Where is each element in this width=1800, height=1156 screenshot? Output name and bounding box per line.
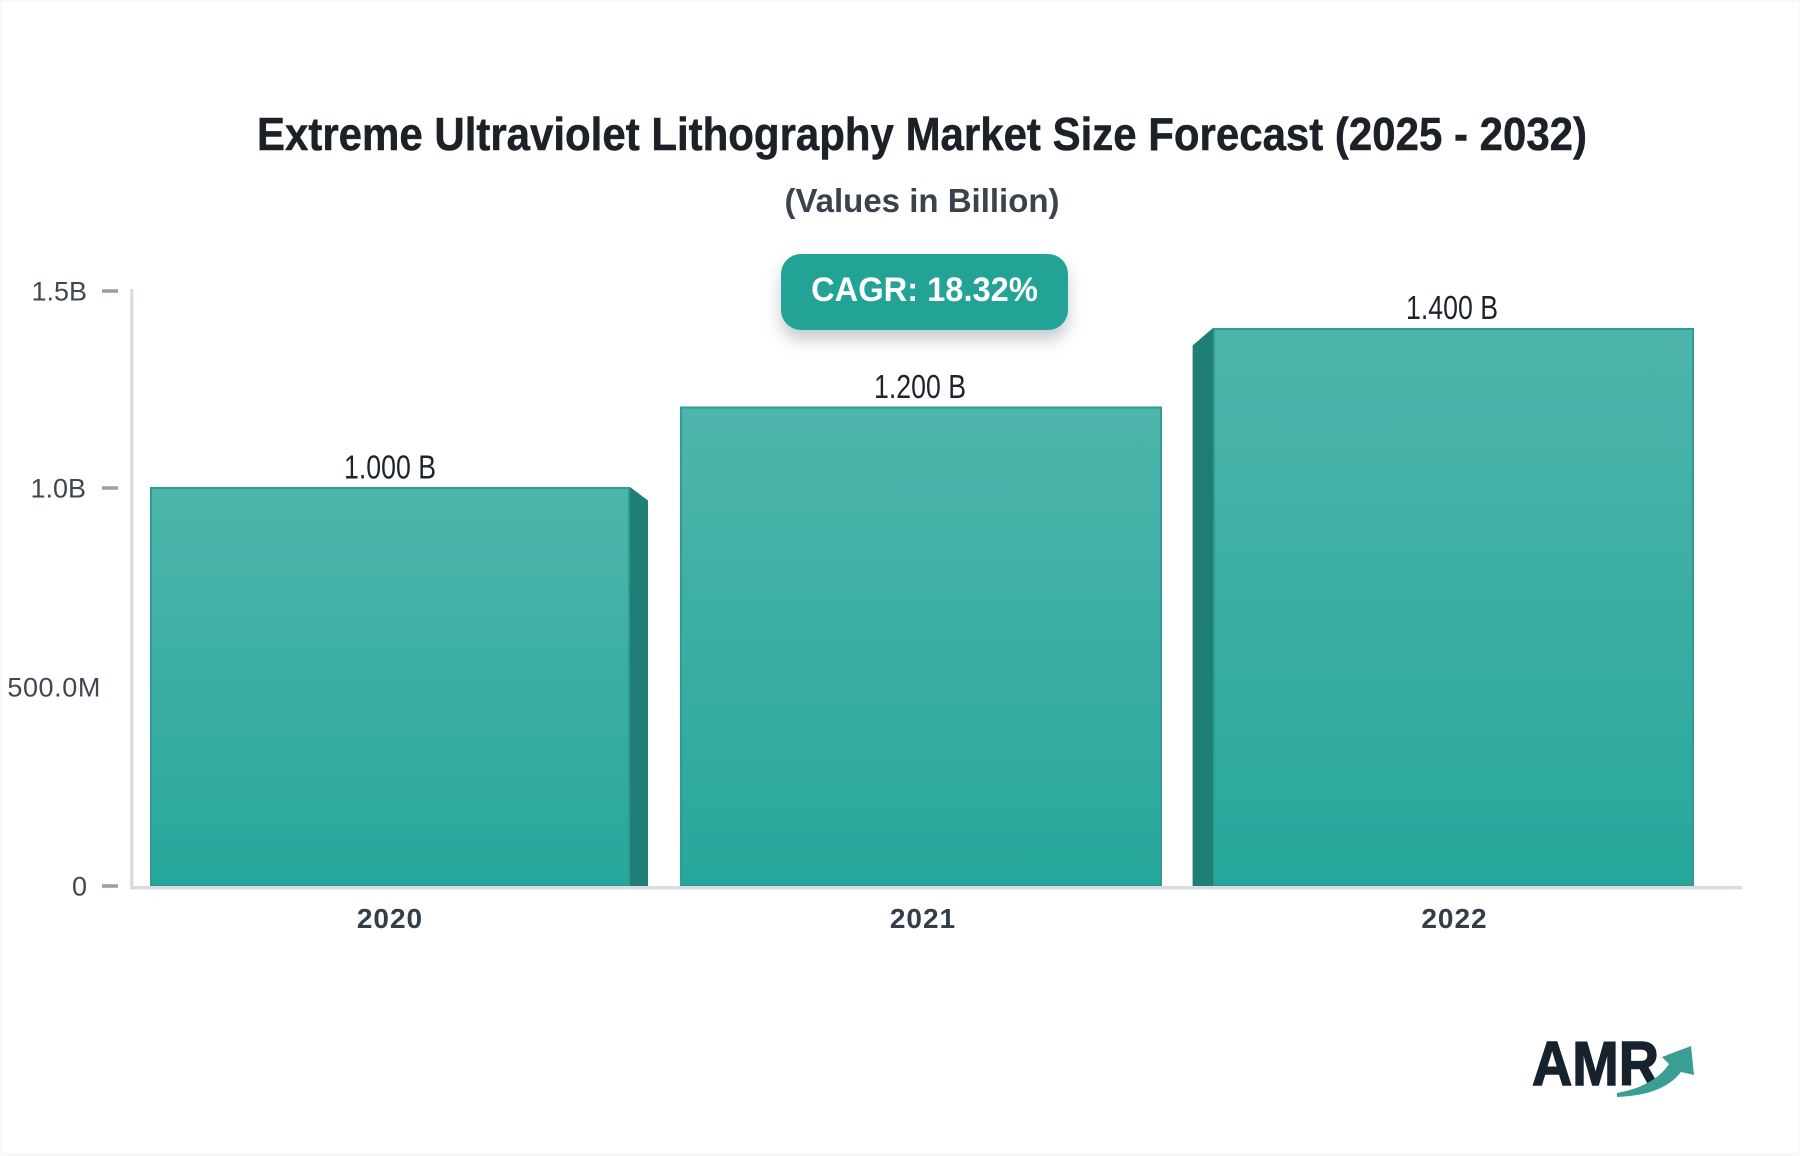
svg-text:1.5B: 1.5B [31, 276, 87, 306]
svg-text:500.0M: 500.0M [7, 672, 101, 702]
svg-text:2020: 2020 [357, 903, 423, 934]
svg-text:2021: 2021 [890, 903, 956, 934]
svg-text:0: 0 [72, 871, 87, 901]
svg-text:Extreme Ultraviolet Lithograph: Extreme Ultraviolet Lithography Market S… [257, 108, 1587, 160]
svg-text:1.000 B: 1.000 B [344, 449, 436, 486]
svg-text:AMR: AMR [1532, 1030, 1659, 1099]
svg-text:1.200 B: 1.200 B [874, 368, 966, 405]
svg-text:2022: 2022 [1421, 903, 1487, 934]
svg-text:1.400 B: 1.400 B [1406, 289, 1498, 326]
svg-text:(Values in Billion): (Values in Billion) [784, 182, 1059, 219]
svg-text:1.0B: 1.0B [30, 473, 86, 503]
